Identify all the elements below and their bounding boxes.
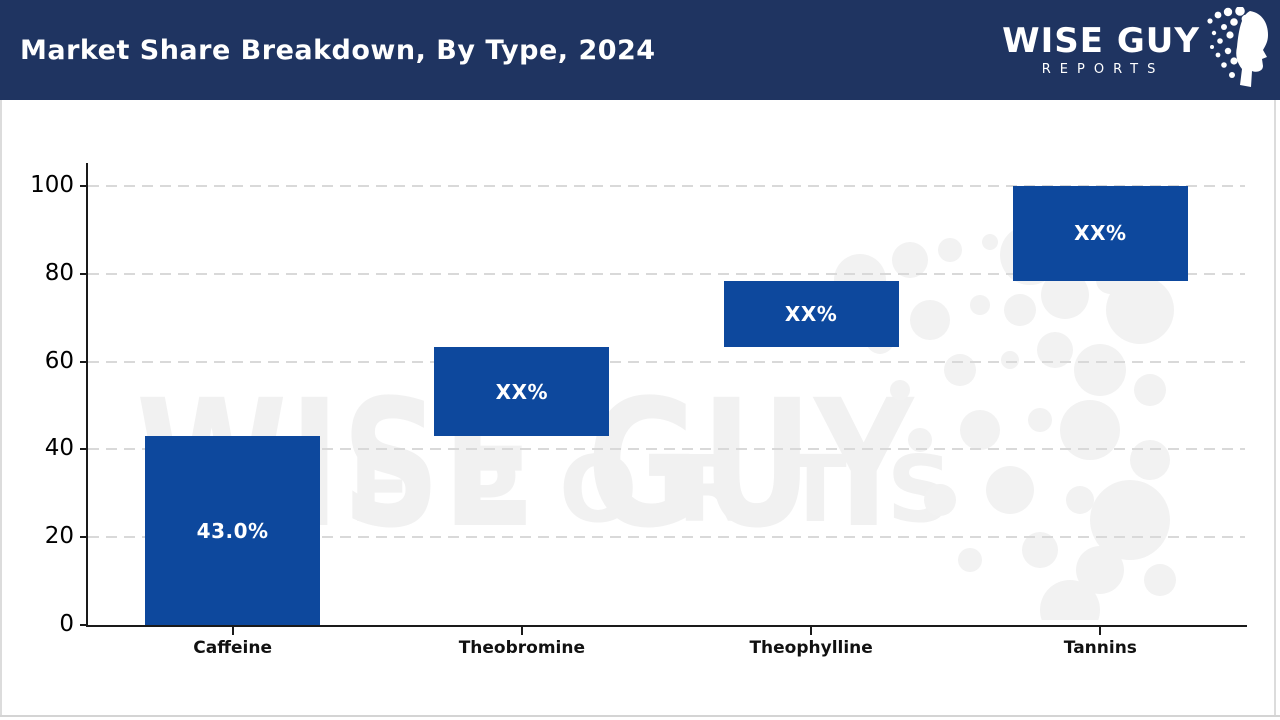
y-tick-label: 60 <box>44 347 74 374</box>
bar-theophylline: XX% <box>723 280 899 348</box>
x-tick <box>810 627 813 635</box>
bar-value-label: XX% <box>495 379 549 404</box>
y-tick <box>80 624 88 626</box>
logo-face-icon <box>1207 7 1268 87</box>
x-category-label: Caffeine <box>193 638 272 658</box>
bar-value-label: 43.0% <box>196 518 269 543</box>
bar-caffeine: 43.0% <box>145 436 321 625</box>
frame-bottom-edge <box>0 715 1280 717</box>
page-title: Market Share Breakdown, By Type, 2024 <box>20 34 656 66</box>
y-tick <box>80 360 88 363</box>
y-tick <box>80 185 88 187</box>
x-category-label: Theophylline <box>749 638 873 658</box>
bar-theobromine: XX% <box>434 347 610 437</box>
x-category-label: Tannins <box>1063 638 1137 658</box>
x-tick <box>231 627 234 635</box>
logo-wordmark-main: WISE GUY <box>1002 21 1200 61</box>
gridline-80 <box>88 272 1245 275</box>
logo-wordmark-sub: REPORTS <box>1041 62 1165 77</box>
frame-left-edge <box>0 100 2 717</box>
gridline-20 <box>88 536 1245 539</box>
y-tick-label: 40 <box>44 435 74 462</box>
x-category-label: Theobromine <box>458 638 586 658</box>
x-tick <box>520 627 523 635</box>
y-tick <box>80 272 88 275</box>
brand-logo: WISE GUY REPORTS <box>1002 0 1268 100</box>
y-tick-label: 0 <box>59 611 74 637</box>
y-tick-label: 80 <box>44 259 74 286</box>
header: Market Share Breakdown, By Type, 2024 WI… <box>0 0 1280 100</box>
gridline-40 <box>88 448 1245 451</box>
frame-right-edge <box>1274 100 1276 717</box>
x-tick <box>1099 627 1102 635</box>
gridline-100 <box>88 185 1245 187</box>
watermark-face-graphic <box>834 225 1176 620</box>
y-tick <box>80 448 88 451</box>
bar-value-label: XX% <box>784 301 838 326</box>
chart-area: WISE GUY REPORTS 0 20 40 60 80 100 43.0% Caffei… <box>0 100 1280 720</box>
gridline-60 <box>88 360 1245 363</box>
bar-tannins: XX% <box>1012 186 1188 281</box>
logo-wordmark: WISE GUY REPORTS <box>1002 23 1200 77</box>
y-tick-label: 100 <box>30 172 74 198</box>
watermark-subtitle: REPORTS <box>238 436 994 543</box>
y-tick <box>80 536 88 539</box>
y-axis-line <box>86 163 88 627</box>
y-tick-label: 20 <box>44 523 74 550</box>
x-axis-line <box>86 625 1247 627</box>
bar-value-label: XX% <box>1074 221 1127 246</box>
